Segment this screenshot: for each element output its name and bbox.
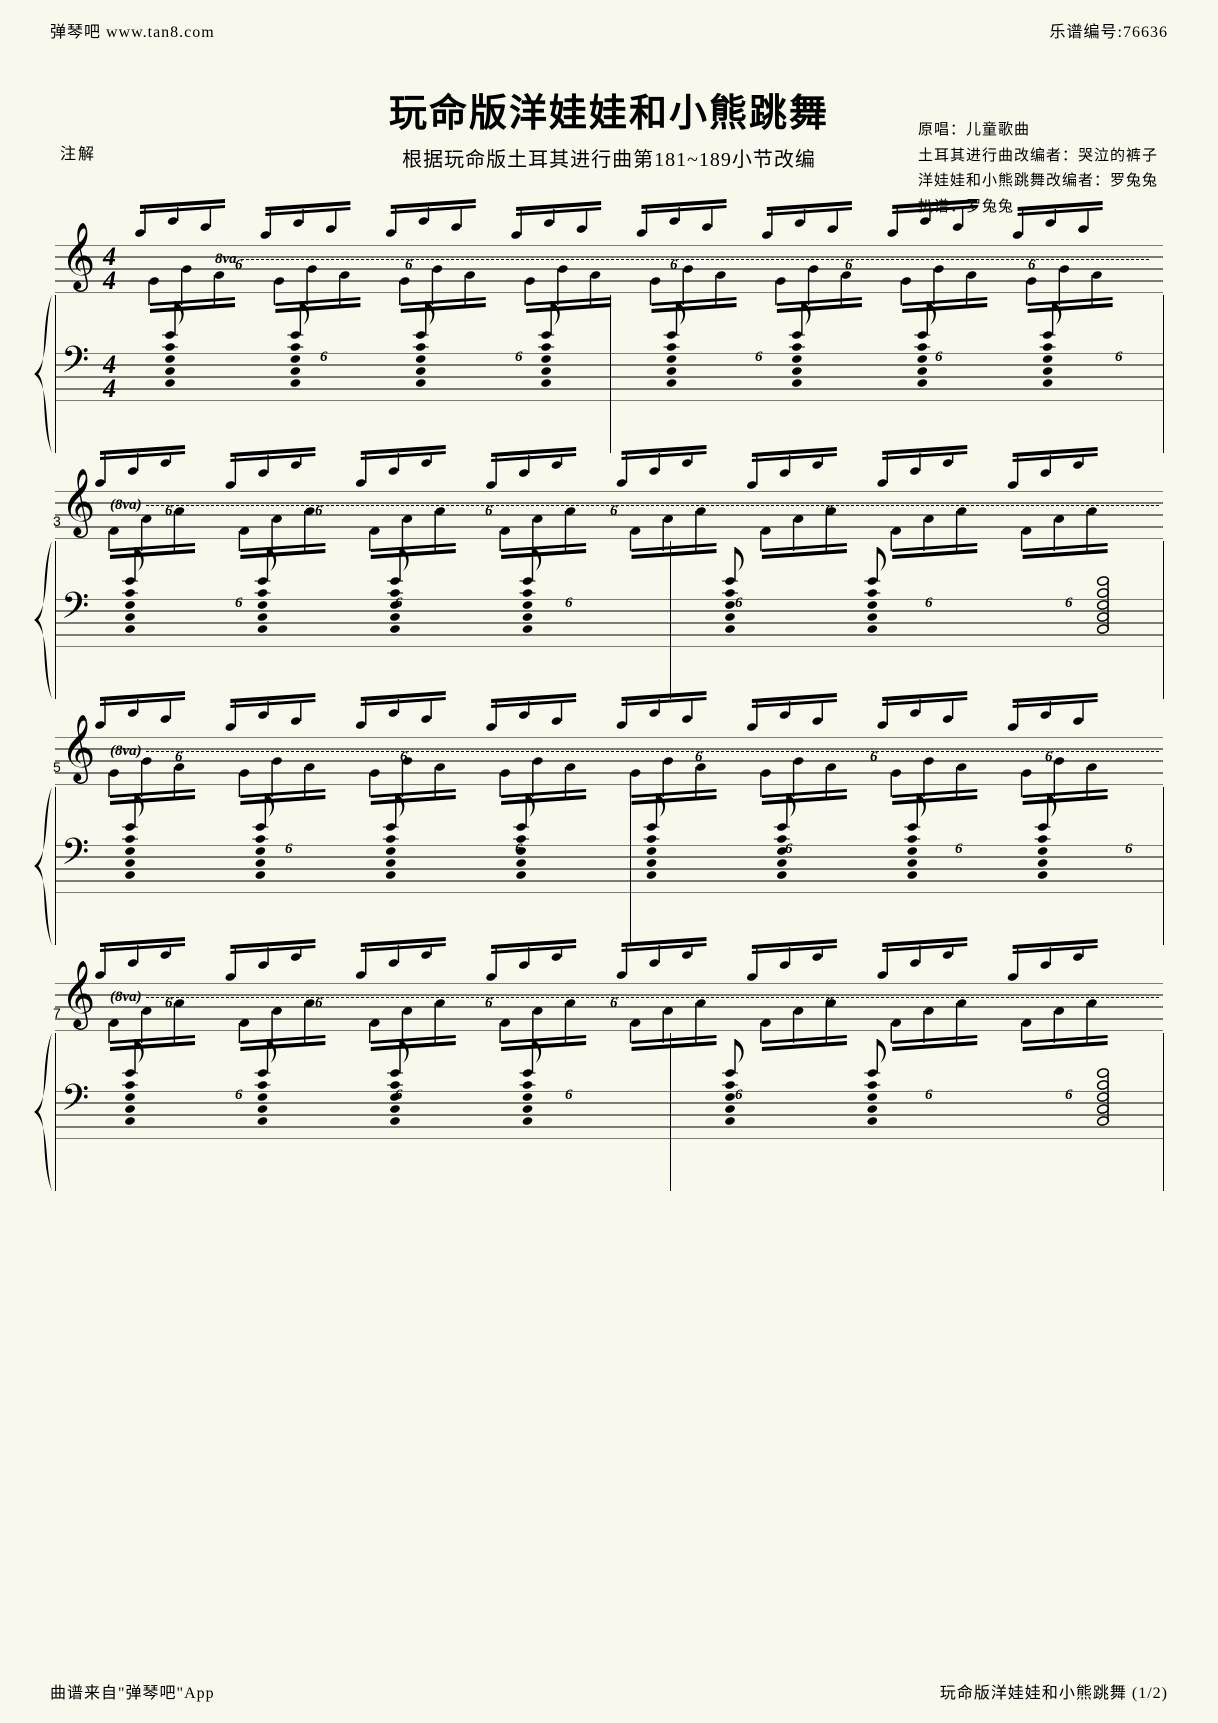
treble-staff: 𝄞	[55, 737, 1163, 785]
treble-staff: 𝄞	[55, 491, 1163, 539]
footer: 曲谱来自"弹琴吧"App 玩命版洋娃娃和小熊跳舞 (1/2)	[0, 1679, 1218, 1703]
treble-staff: 𝄞	[55, 983, 1163, 1031]
barline	[1163, 787, 1164, 945]
staff-system: (8va) 366666666666𝄞𝄢	[55, 491, 1163, 647]
staff-system: (8va) 766666666666𝄞𝄢	[55, 983, 1163, 1139]
barline	[1163, 541, 1164, 699]
brace-icon	[33, 295, 55, 453]
bass-staff: 𝄢44	[55, 353, 1163, 401]
credit-arranger1: 土耳其进行曲改编者：哭泣的裤子	[918, 144, 1158, 170]
credit-original: 原唱：儿童歌曲	[918, 118, 1158, 144]
bass-staff: 𝄢	[55, 845, 1163, 893]
brace-icon	[33, 1033, 55, 1191]
treble-staff: 𝄞44	[55, 245, 1163, 293]
credit-arranger2: 洋娃娃和小熊跳舞改编者：罗兔兔	[918, 169, 1158, 195]
staff-system: 8va 6666666666𝄞44𝄢44	[55, 245, 1163, 401]
staff-system: (8va) 56666666666𝄞𝄢	[55, 737, 1163, 893]
score-area: 8va 6666666666𝄞44𝄢44 (8va) 366666666666𝄞…	[55, 195, 1163, 1229]
footer-right: 玩命版洋娃娃和小熊跳舞 (1/2)	[940, 1679, 1168, 1703]
brace-icon	[33, 787, 55, 945]
barline	[1163, 1033, 1164, 1191]
header-bar: 弹琴吧 www.tan8.com 乐谱编号:76636	[0, 0, 1218, 52]
site-label: 弹琴吧 www.tan8.com	[50, 18, 215, 42]
footer-left: 曲谱来自"弹琴吧"App	[50, 1679, 215, 1703]
bass-staff: 𝄢	[55, 599, 1163, 647]
bass-staff: 𝄢	[55, 1091, 1163, 1139]
brace-icon	[33, 541, 55, 699]
annotation-label: 注解	[60, 140, 96, 164]
barline	[1163, 295, 1164, 453]
score-id-label: 乐谱编号:76636	[1050, 18, 1168, 42]
